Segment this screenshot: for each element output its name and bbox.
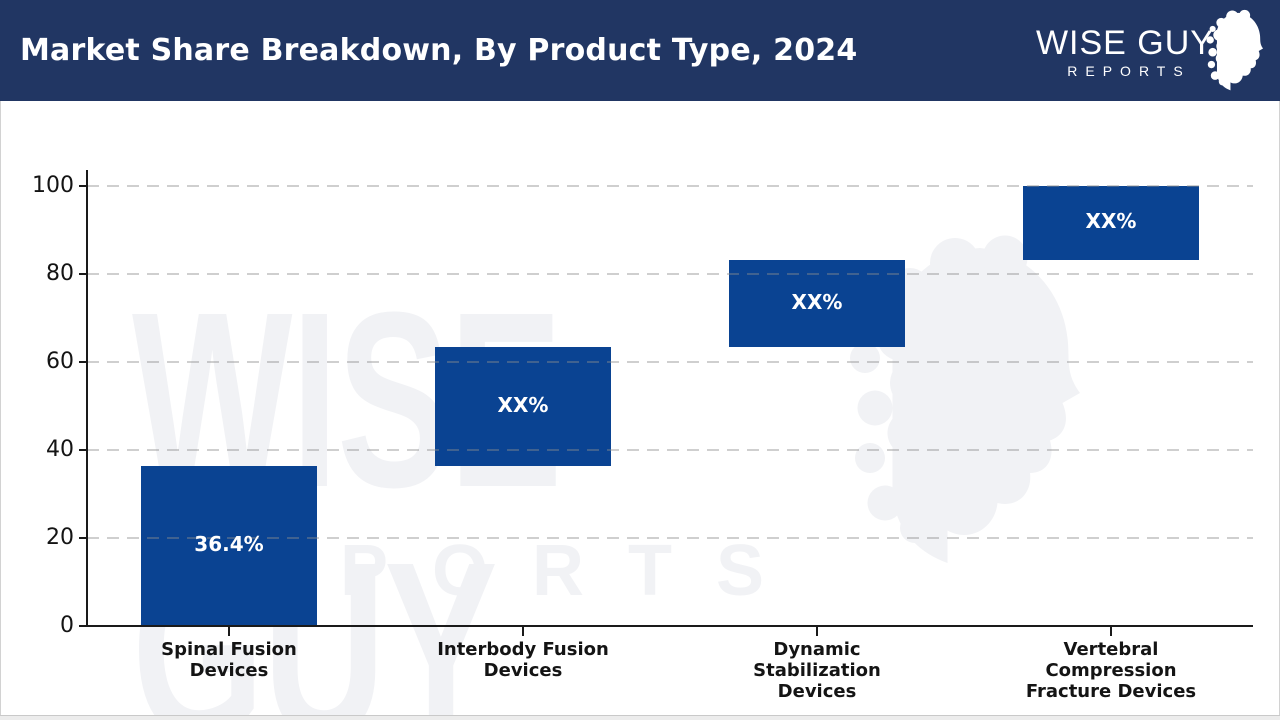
- y-axis-tick: [79, 273, 87, 275]
- y-axis-tick-label: 20: [46, 525, 74, 550]
- wiseguy-logo: WISE GUY REPORTS: [1036, 8, 1272, 94]
- left-frame-edge: [0, 101, 1, 715]
- wiseguy-head-icon: [1206, 9, 1264, 91]
- wiseguy-logo-line2: REPORTS: [1067, 63, 1191, 79]
- y-axis-tick-label: 80: [46, 261, 74, 286]
- category-label: Spinal Fusion Devices: [161, 639, 297, 681]
- category-label: Dynamic Stabilization Devices: [753, 639, 881, 702]
- y-axis-tick: [79, 361, 87, 363]
- gridline: [87, 273, 1253, 275]
- gridline: [87, 185, 1253, 187]
- x-axis-tick: [228, 627, 230, 636]
- bar-value-label: XX%: [497, 392, 549, 417]
- y-axis-tick: [79, 449, 87, 451]
- bar-value-label: XX%: [1085, 209, 1137, 233]
- bar-segment: [435, 347, 611, 466]
- gridline: [87, 449, 1253, 451]
- category-label: Vertebral Compression Fracture Devices: [1025, 639, 1197, 702]
- y-axis-tick-label: 40: [46, 437, 74, 462]
- bar-value-label: 36.4%: [194, 532, 264, 556]
- page-title: Market Share Breakdown, By Product Type,…: [20, 33, 858, 68]
- x-axis-line: [86, 625, 1253, 627]
- y-axis-tick-label: 100: [32, 173, 74, 198]
- bar-value-label: XX%: [791, 289, 843, 314]
- y-axis-tick-label: 0: [60, 613, 74, 638]
- bar-segment: [141, 466, 317, 626]
- x-axis-tick: [816, 627, 818, 636]
- y-axis-line: [86, 170, 88, 626]
- category-label: Interbody Fusion Devices: [437, 639, 609, 681]
- y-axis-tick: [79, 625, 87, 627]
- y-axis-tick: [79, 537, 87, 539]
- y-axis-tick-label: 60: [46, 349, 74, 374]
- wiseguy-logo-text: WISE GUY REPORTS: [1036, 26, 1214, 78]
- bar-segment: [1023, 186, 1199, 260]
- gridline: [87, 537, 1253, 539]
- wiseguy-logo-line1: WISE GUY: [1035, 24, 1214, 62]
- y-axis-tick: [79, 185, 87, 187]
- header-bar: Market Share Breakdown, By Product Type,…: [0, 0, 1280, 101]
- plot-area: 0 20 40 60 80 100 36.4% Spinal Fusion Devices XX…: [0, 101, 1280, 715]
- footer-bar: [0, 715, 1280, 720]
- x-axis-tick: [1110, 627, 1112, 636]
- gridline: [87, 361, 1253, 363]
- x-axis-tick: [522, 627, 524, 636]
